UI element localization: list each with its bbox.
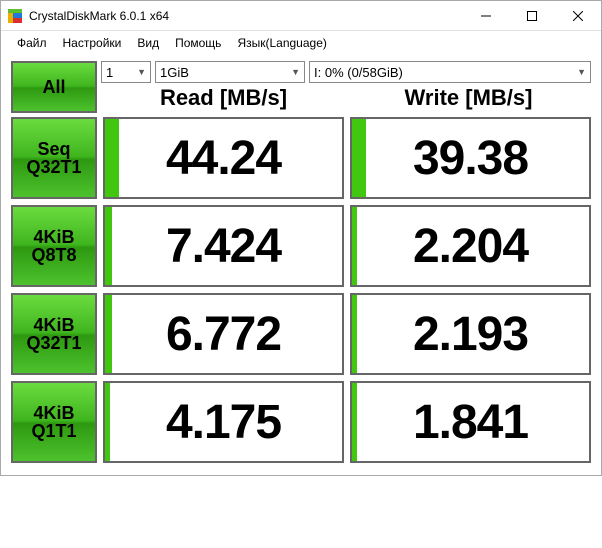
all-label: All [42, 77, 65, 98]
menu-language[interactable]: Язык(Language) [229, 34, 334, 52]
chevron-down-icon: ▼ [291, 67, 300, 77]
chevron-down-icon: ▼ [137, 67, 146, 77]
read-cell: 6.772 [103, 293, 344, 375]
result-row: 4KiBQ32T1 6.772 2.193 [11, 293, 591, 375]
result-row: 4KiBQ1T1 4.175 1.841 [11, 381, 591, 463]
results-grid: SeqQ32T144.2439.384KiBQ8T87.4242.2044KiB… [11, 117, 591, 463]
write-cell: 2.204 [350, 205, 591, 287]
menu-view[interactable]: Вид [129, 34, 167, 52]
drive-select[interactable]: I: 0% (0/58GiB) ▼ [309, 61, 591, 83]
close-button[interactable] [555, 1, 601, 30]
write-bar [352, 295, 357, 373]
write-cell: 1.841 [350, 381, 591, 463]
runs-value: 1 [106, 65, 113, 80]
read-cell: 44.24 [103, 117, 344, 199]
read-value: 44.24 [166, 131, 281, 186]
test-button-0[interactable]: SeqQ32T1 [11, 117, 97, 199]
test-label-2: Q32T1 [26, 334, 81, 352]
app-icon [7, 8, 23, 24]
runs-select[interactable]: 1 ▼ [101, 61, 151, 83]
client-area: All 1 ▼ 1GiB ▼ I: 0% (0/58GiB) ▼ [1, 55, 601, 475]
menu-file[interactable]: Файл [9, 34, 55, 52]
test-button-3[interactable]: 4KiBQ1T1 [11, 381, 97, 463]
write-bar [352, 119, 366, 197]
write-value: 2.204 [413, 219, 528, 274]
read-cell: 4.175 [103, 381, 344, 463]
selectors: 1 ▼ 1GiB ▼ I: 0% (0/58GiB) ▼ Read [MB/s]… [101, 61, 591, 113]
test-label-2: Q8T8 [31, 246, 76, 264]
read-value: 4.175 [166, 395, 281, 450]
write-bar [352, 383, 357, 461]
write-value: 1.841 [413, 395, 528, 450]
test-label-2: Q1T1 [31, 422, 76, 440]
size-select[interactable]: 1GiB ▼ [155, 61, 305, 83]
size-value: 1GiB [160, 65, 189, 80]
write-value: 2.193 [413, 307, 528, 362]
top-controls: All 1 ▼ 1GiB ▼ I: 0% (0/58GiB) ▼ [11, 61, 591, 113]
close-icon [573, 11, 583, 21]
result-row: SeqQ32T1 44.24 39.38 [11, 117, 591, 199]
write-bar [352, 207, 357, 285]
result-row: 4KiBQ8T8 7.424 2.204 [11, 205, 591, 287]
test-label-1: Seq [37, 140, 70, 158]
read-bar [105, 119, 119, 197]
column-headers: Read [MB/s] Write [MB/s] [101, 83, 591, 113]
read-bar [105, 207, 112, 285]
write-cell: 2.193 [350, 293, 591, 375]
drive-value: I: 0% (0/58GiB) [314, 65, 403, 80]
test-label-1: 4KiB [33, 228, 74, 246]
minimize-icon [481, 11, 491, 21]
read-header: Read [MB/s] [101, 85, 346, 111]
menubar: Файл Настройки Вид Помощь Язык(Language) [1, 31, 601, 55]
all-button[interactable]: All [11, 61, 97, 113]
chevron-down-icon: ▼ [577, 67, 586, 77]
test-label-1: 4KiB [33, 316, 74, 334]
window-controls [463, 1, 601, 30]
menu-help[interactable]: Помощь [167, 34, 229, 52]
maximize-icon [527, 11, 537, 21]
menu-settings[interactable]: Настройки [55, 34, 130, 52]
minimize-button[interactable] [463, 1, 509, 30]
app-window: CrystalDiskMark 6.0.1 x64 Файл Настройки… [0, 0, 602, 476]
write-cell: 39.38 [350, 117, 591, 199]
read-bar [105, 383, 110, 461]
write-header: Write [MB/s] [346, 85, 591, 111]
read-cell: 7.424 [103, 205, 344, 287]
read-bar [105, 295, 112, 373]
test-button-2[interactable]: 4KiBQ32T1 [11, 293, 97, 375]
test-label-2: Q32T1 [26, 158, 81, 176]
test-label-1: 4KiB [33, 404, 74, 422]
read-value: 7.424 [166, 219, 281, 274]
window-title: CrystalDiskMark 6.0.1 x64 [29, 9, 463, 23]
test-button-1[interactable]: 4KiBQ8T8 [11, 205, 97, 287]
write-value: 39.38 [413, 131, 528, 186]
maximize-button[interactable] [509, 1, 555, 30]
titlebar: CrystalDiskMark 6.0.1 x64 [1, 1, 601, 31]
read-value: 6.772 [166, 307, 281, 362]
